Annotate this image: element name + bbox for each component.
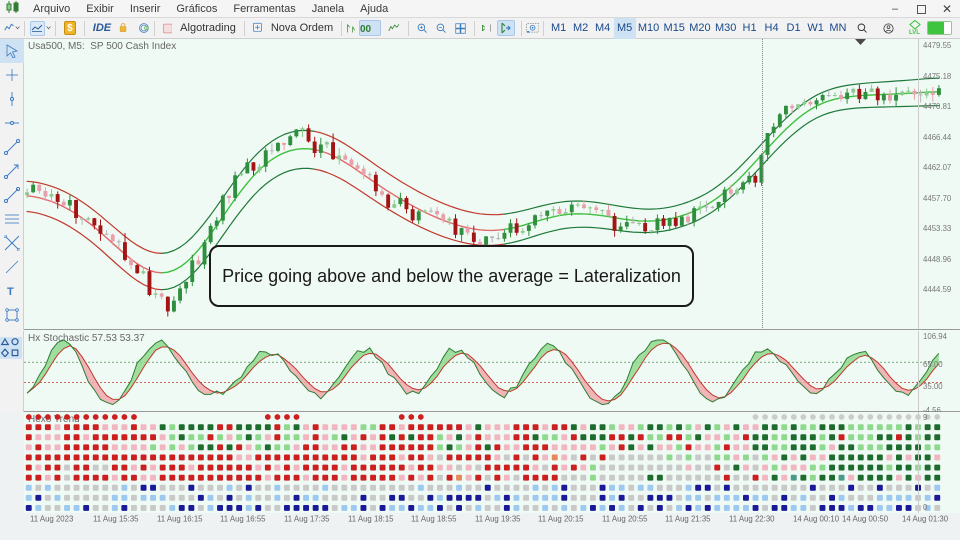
svg-text:T: T xyxy=(7,286,14,298)
svg-text:00: 00 xyxy=(360,24,372,34)
